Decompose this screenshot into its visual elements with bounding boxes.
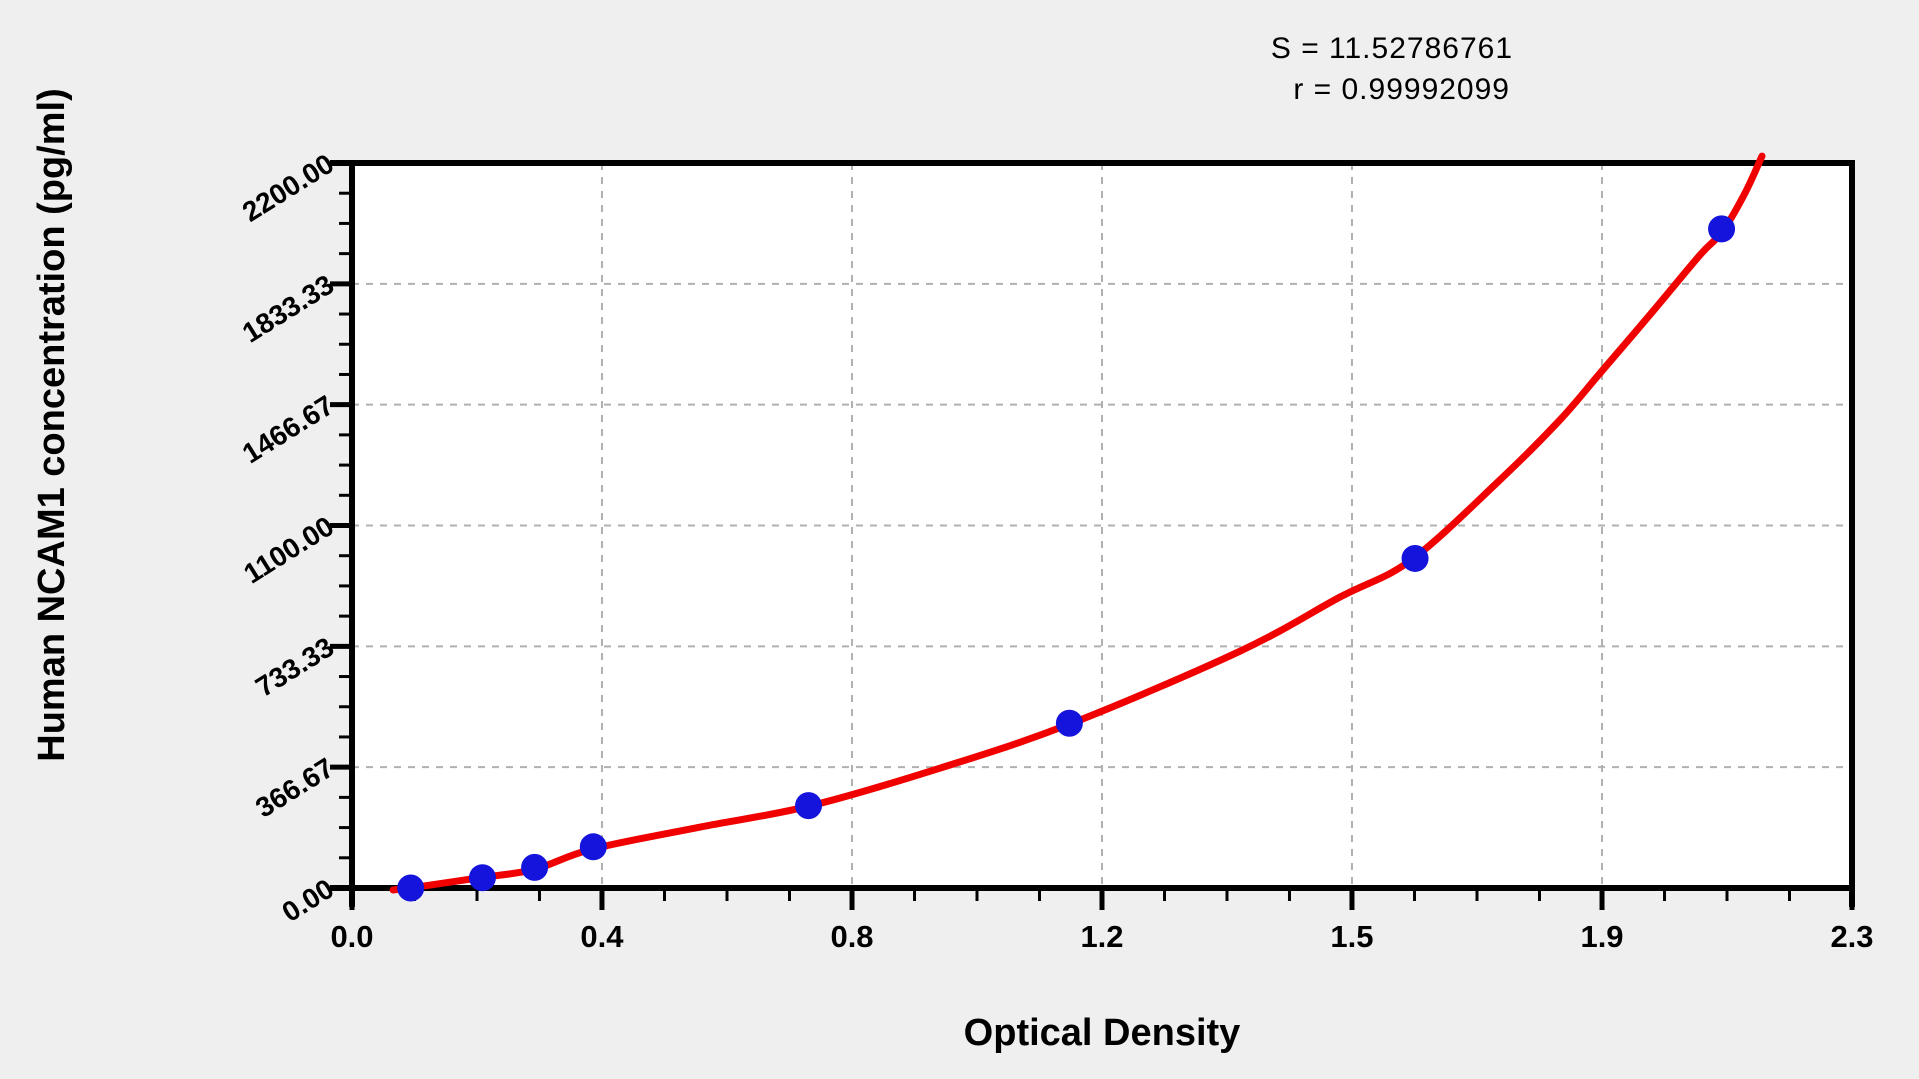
data-point xyxy=(579,833,607,861)
data-point xyxy=(1055,709,1083,737)
data-point xyxy=(795,792,823,820)
data-point xyxy=(521,853,549,881)
fit-s-value: S = 11.52786761 xyxy=(1271,32,1513,65)
x-tick-label: 0.8 xyxy=(830,919,873,954)
y-tick-label: 733.33 xyxy=(250,631,339,703)
data-point xyxy=(1708,215,1736,243)
plot-area: 0.0 0.4 0.8 1.2 1.5 1.9 2.30.00366.67733.33110… xyxy=(237,148,1874,954)
y-tick-label: 1100.00 xyxy=(238,510,339,589)
x-tick-label: 0.0 xyxy=(330,919,373,954)
y-tick-label: 1466.67 xyxy=(237,389,339,469)
y-axis-title: Human NCAM1 concentration (pg/ml) xyxy=(31,88,73,761)
data-point xyxy=(397,874,425,902)
y-tick-label: 366.67 xyxy=(250,752,339,824)
x-tick-label: 1.2 xyxy=(1080,919,1123,954)
y-tick-label: 2200.00 xyxy=(237,148,339,228)
x-axis-title: Optical Density xyxy=(964,1012,1241,1054)
fit-curve xyxy=(389,152,1766,894)
x-tick-label: 1.5 xyxy=(1330,919,1373,954)
y-tick-label: 1833.33 xyxy=(237,269,339,349)
x-tick-label: 0.4 xyxy=(580,919,624,954)
x-tick-label: 1.9 xyxy=(1580,919,1623,954)
data-point xyxy=(1401,544,1429,572)
data-point xyxy=(468,864,496,892)
x-tick-label: 2.3 xyxy=(1830,919,1873,954)
fit-r-value: r = 0.99992099 xyxy=(1293,73,1510,106)
